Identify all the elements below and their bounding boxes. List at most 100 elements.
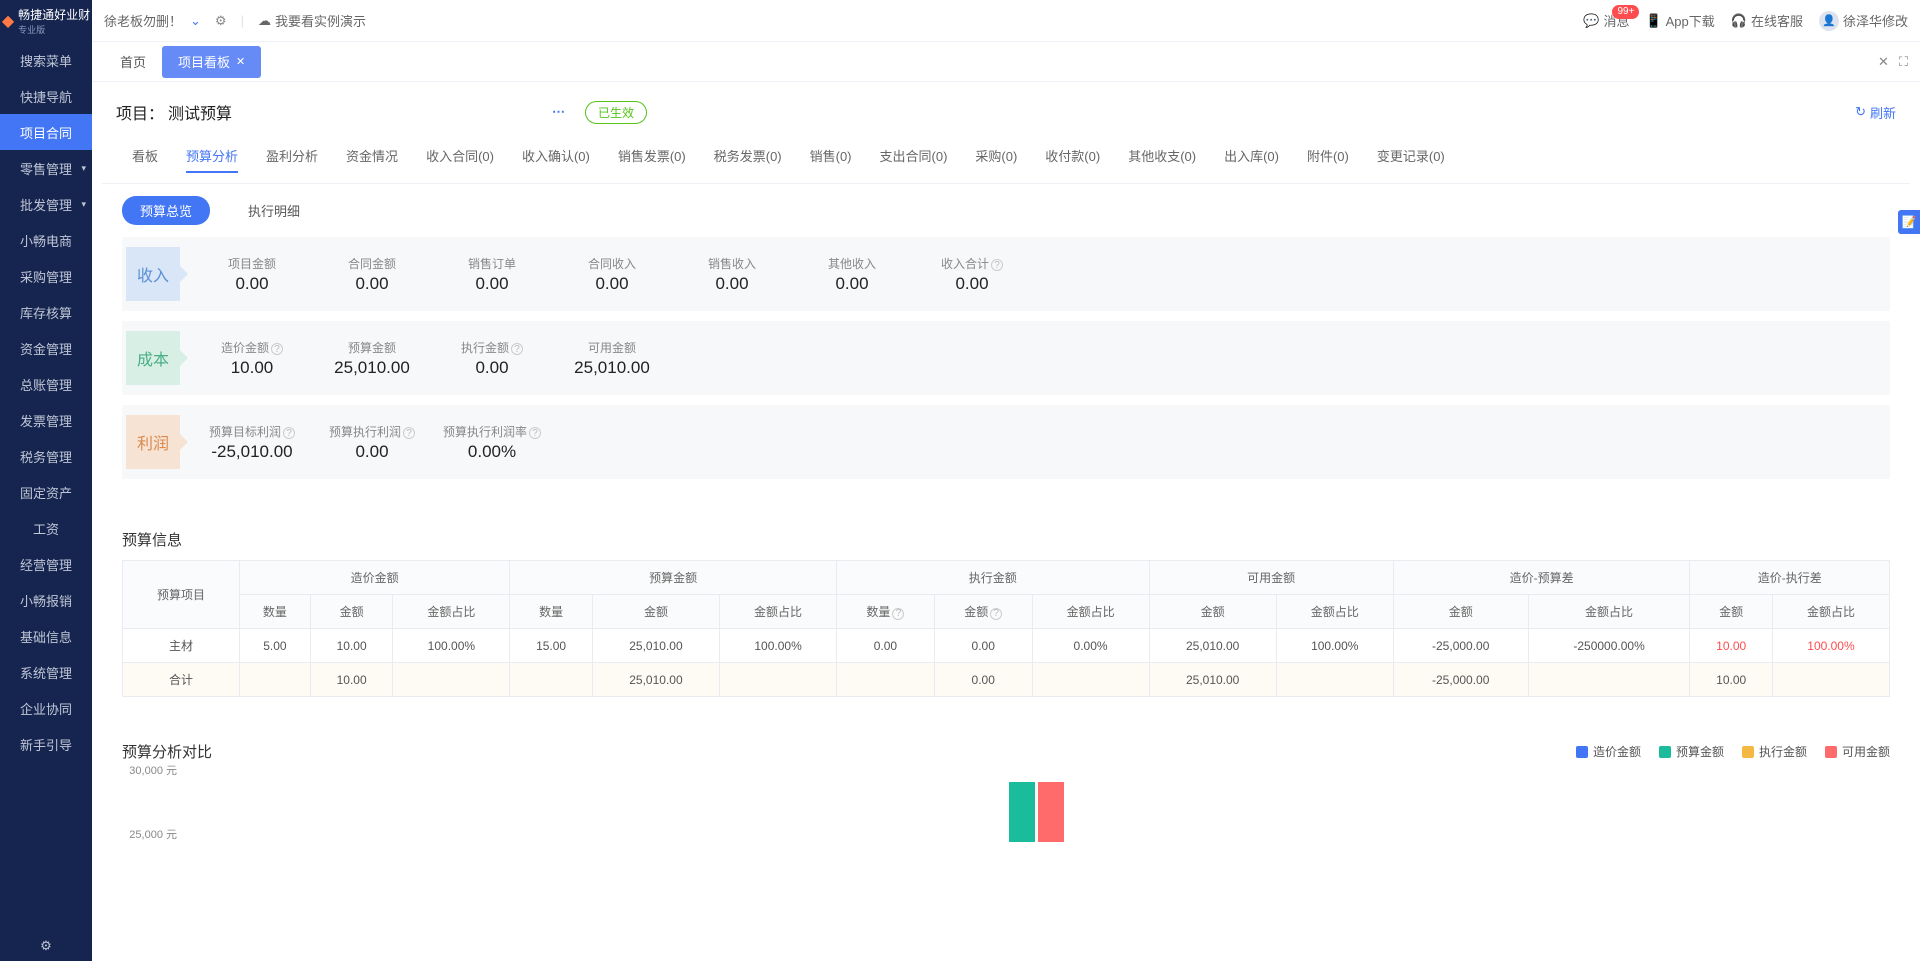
sidebar-item-18[interactable]: 企业协同 xyxy=(0,690,92,726)
subtab-2[interactable]: 盈利分析 xyxy=(266,146,318,173)
table-cell: 25,010.00 xyxy=(592,629,719,663)
sidebar-item-10[interactable]: 发票管理 xyxy=(0,402,92,438)
table-cell: 25,010.00 xyxy=(1149,663,1276,697)
project-name: 测试预算 xyxy=(168,100,232,124)
subtab-0[interactable]: 看板 xyxy=(132,146,158,173)
subtab-14[interactable]: 附件(0) xyxy=(1307,146,1349,173)
summary-item-value: 0.00 xyxy=(192,274,312,294)
table-cell: 10.00 xyxy=(1690,663,1772,697)
org-selector[interactable]: 徐老板勿删！ ⌄ xyxy=(104,11,201,30)
chart-section: 预算分析对比 造价金额预算金额执行金额可用金额 30,000 元25,000 元 xyxy=(102,727,1910,856)
summary-item-value: 0.00 xyxy=(432,274,552,294)
table-cell: 0.00 xyxy=(837,629,935,663)
sidebar-item-0[interactable]: 搜索菜单 xyxy=(0,42,92,78)
summary-item-value: 0.00% xyxy=(432,442,552,462)
subtab-8[interactable]: 销售(0) xyxy=(810,146,852,173)
project-more-button[interactable]: ⋯ xyxy=(552,104,565,120)
sidebar-item-5[interactable]: 小畅电商 xyxy=(0,222,92,258)
user-name: 徐泽华修改 xyxy=(1843,11,1908,30)
table-total-row: 合计10.0025,010.000.0025,010.00-25,000.001… xyxy=(123,663,1890,697)
app-download-button[interactable]: 📱 App下载 xyxy=(1645,11,1714,30)
subtab-11[interactable]: 收付款(0) xyxy=(1045,146,1100,173)
demo-button[interactable]: ☁ 我要看实例演示 xyxy=(258,11,366,30)
pill-0[interactable]: 预算总览 xyxy=(122,196,210,225)
subtab-5[interactable]: 收入确认(0) xyxy=(522,146,590,173)
sidebar-item-8[interactable]: 资金管理 xyxy=(0,330,92,366)
messages-badge: 99+ xyxy=(1612,5,1639,19)
sidebar-item-6[interactable]: 采购管理 xyxy=(0,258,92,294)
legend-item[interactable]: 造价金额 xyxy=(1576,743,1641,760)
legend-item[interactable]: 执行金额 xyxy=(1742,743,1807,760)
gear-icon: ⚙ xyxy=(40,938,52,954)
summary-item-value: 0.00 xyxy=(552,274,672,294)
subtab-13[interactable]: 出入库(0) xyxy=(1224,146,1279,173)
help-icon[interactable]: ? xyxy=(892,608,904,620)
help-icon[interactable]: ? xyxy=(511,343,523,355)
fullscreen-button[interactable]: ⛶ xyxy=(1899,54,1908,70)
user-menu[interactable]: 👤 徐泽华修改 xyxy=(1819,11,1908,31)
refresh-button[interactable]: ↻ 刷新 xyxy=(1855,103,1896,122)
help-icon[interactable]: ? xyxy=(403,427,415,439)
help-icon[interactable]: ? xyxy=(271,343,283,355)
legend-item[interactable]: 可用金额 xyxy=(1825,743,1890,760)
table-subheader: 金额 xyxy=(592,595,719,629)
logo-text: 畅捷通好业财 xyxy=(18,6,90,23)
subtab-1[interactable]: 预算分析 xyxy=(186,146,238,173)
support-label: 在线客服 xyxy=(1751,11,1803,30)
table-row: 主材5.0010.00100.00%15.0025,010.00100.00%0… xyxy=(123,629,1890,663)
summary-row-0: 收入项目金额0.00合同金额0.00销售订单0.00合同收入0.00销售收入0.… xyxy=(122,237,1890,311)
sidebar-item-1[interactable]: 快捷导航 xyxy=(0,78,92,114)
headset-icon: 🎧 xyxy=(1731,13,1747,29)
messages-button[interactable]: 💬 消息 99+ xyxy=(1583,11,1629,30)
sidebar-item-4[interactable]: 批发管理▾ xyxy=(0,186,92,222)
summary-item-value: -25,010.00 xyxy=(192,442,312,462)
summary-item-label: 收入合计? xyxy=(912,255,1032,272)
help-icon[interactable]: ? xyxy=(990,608,1002,620)
settings-button[interactable]: ⚙ xyxy=(0,931,92,961)
summary-row-1: 成本造价金额?10.00预算金额25,010.00执行金额?0.00可用金额25… xyxy=(122,321,1890,395)
subtab-12[interactable]: 其他收支(0) xyxy=(1128,146,1196,173)
legend-item[interactable]: 预算金额 xyxy=(1659,743,1724,760)
tab-1[interactable]: 项目看板✕ xyxy=(162,46,261,78)
close-all-button[interactable]: ✕ xyxy=(1878,54,1889,70)
help-icon[interactable]: ? xyxy=(283,427,295,439)
table-subheader: 金额 xyxy=(1393,595,1528,629)
help-icon[interactable]: ? xyxy=(991,259,1003,271)
close-icon[interactable]: ✕ xyxy=(236,55,245,68)
summary-item-value: 0.00 xyxy=(672,274,792,294)
subtab-15[interactable]: 变更记录(0) xyxy=(1377,146,1445,173)
sidebar-item-15[interactable]: 小畅报销 xyxy=(0,582,92,618)
table-cell: 0.00% xyxy=(1032,629,1149,663)
sidebar-item-14[interactable]: 经营管理 xyxy=(0,546,92,582)
subtab-6[interactable]: 销售发票(0) xyxy=(618,146,686,173)
summary-item-label: 执行金额? xyxy=(432,339,552,356)
sidebar-item-17[interactable]: 系统管理 xyxy=(0,654,92,690)
sidebar-item-3[interactable]: 零售管理▾ xyxy=(0,150,92,186)
summary-section: 收入项目金额0.00合同金额0.00销售订单0.00合同收入0.00销售收入0.… xyxy=(102,237,1910,505)
sidebar-item-12[interactable]: 固定资产 xyxy=(0,474,92,510)
sidebar-item-16[interactable]: 基础信息 xyxy=(0,618,92,654)
subtab-7[interactable]: 税务发票(0) xyxy=(714,146,782,173)
settings-icon[interactable]: ⚙ xyxy=(215,13,227,29)
sidebar-item-2[interactable]: 项目合同 xyxy=(0,114,92,150)
pill-1[interactable]: 执行明细 xyxy=(230,196,318,225)
help-icon[interactable]: ? xyxy=(529,427,541,439)
sidebar-item-13[interactable]: 工资 xyxy=(0,510,92,546)
tab-0[interactable]: 首页 xyxy=(104,46,162,78)
table-cell: 0.00 xyxy=(934,663,1032,697)
sidebar-item-7[interactable]: 库存核算 xyxy=(0,294,92,330)
logo-subtext: 专业版 xyxy=(18,23,90,36)
logo: ◆ 畅捷通好业财 专业版 xyxy=(0,0,92,42)
table-header: 可用金额 xyxy=(1149,561,1393,595)
support-button[interactable]: 🎧 在线客服 xyxy=(1731,11,1803,30)
side-panel-toggle[interactable]: 📝 xyxy=(1898,210,1920,234)
subtab-10[interactable]: 采购(0) xyxy=(975,146,1017,173)
table-cell: 25,010.00 xyxy=(1149,629,1276,663)
subtab-4[interactable]: 收入合同(0) xyxy=(426,146,494,173)
sidebar-item-19[interactable]: 新手引导 xyxy=(0,726,92,762)
sidebar-item-11[interactable]: 税务管理 xyxy=(0,438,92,474)
subtab-3[interactable]: 资金情况 xyxy=(346,146,398,173)
subtab-9[interactable]: 支出合同(0) xyxy=(880,146,948,173)
sidebar-item-9[interactable]: 总账管理 xyxy=(0,366,92,402)
summary-row-2: 利润预算目标利润?-25,010.00预算执行利润?0.00预算执行利润率?0.… xyxy=(122,405,1890,479)
